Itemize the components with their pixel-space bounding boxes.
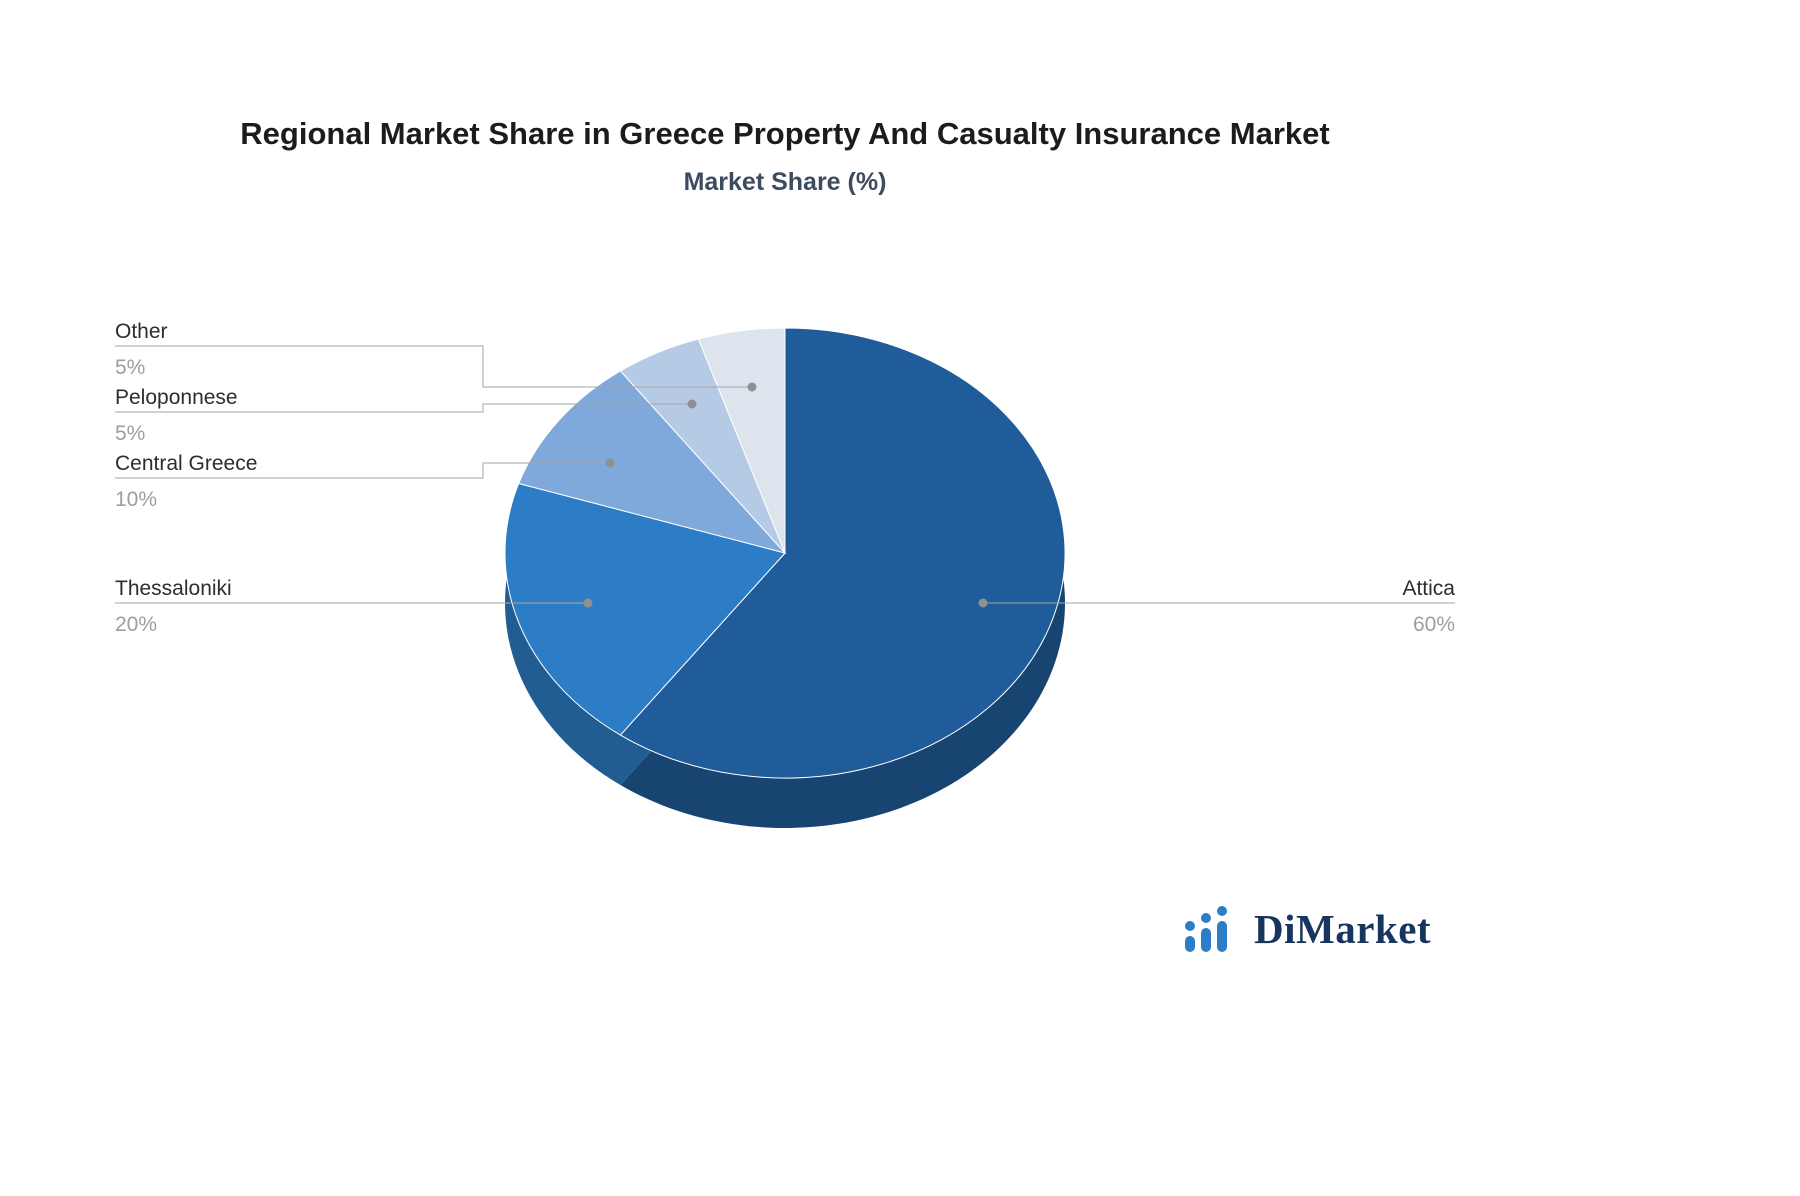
callout-label-central-greece: Central Greece 10% [115,450,485,514]
slice-value: 5% [115,356,146,379]
slice-value: 60% [1412,613,1455,636]
slice-label: Other [115,320,168,343]
bar-chart-icon [1185,906,1227,952]
pie-slice-attica [619,327,1066,779]
callout-dot-central-greece [605,458,615,468]
callout-label-attica: Attica 60% [1085,575,1455,639]
slice-label: Thessaloniki [115,577,232,600]
callout-label-other: Other 5% [115,318,485,382]
pie-slice-central-greece [518,370,787,554]
callout-line-central-greece [115,462,610,479]
brand-logo: DiMarket [1185,905,1431,953]
slice-value: 10% [115,488,158,511]
slice-value: 20% [115,613,158,636]
brand-name: DiMarket [1254,906,1432,952]
slice-label: Peloponnese [115,386,238,409]
chart-subtitle: Market Share (%) [683,168,887,196]
callout-dot-attica [978,598,988,608]
callout-dot-other [747,382,757,392]
callout-line-peloponnese [115,403,692,413]
chart-title: Regional Market Share in Greece Property… [240,116,1330,151]
callout-label-peloponnese: Peloponnese 5% [115,384,485,448]
slice-label: Attica [1402,577,1455,600]
callout-dot-thessaloniki [583,598,593,608]
pie-slice-other [697,327,786,554]
callout-dot-peloponnese [687,399,697,409]
callout-label-thessaloniki: Thessaloniki 20% [115,575,485,639]
pie-slice-thessaloniki [504,482,786,736]
slice-label: Central Greece [115,452,258,475]
slice-value: 5% [115,422,146,445]
callout-line-other [115,345,752,388]
